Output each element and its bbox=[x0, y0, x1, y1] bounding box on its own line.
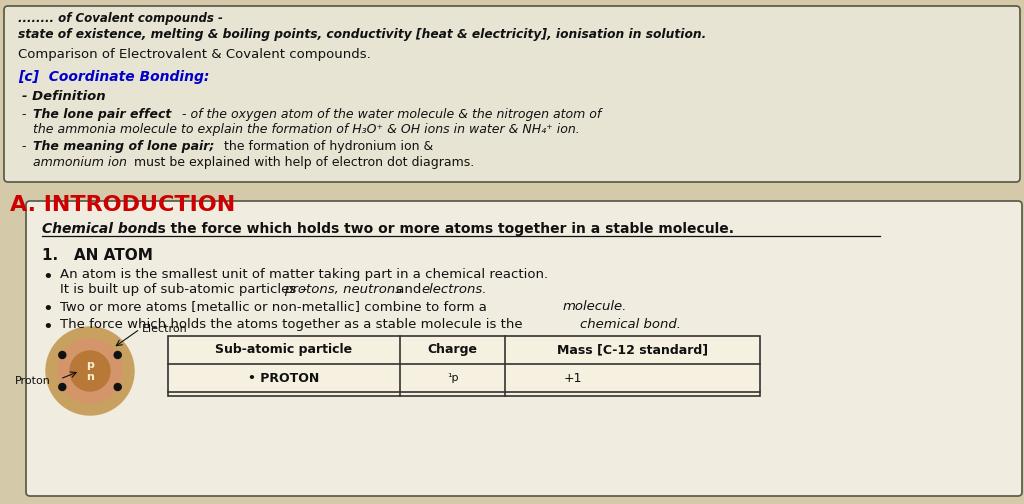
Text: ........ of Covalent compounds -: ........ of Covalent compounds - bbox=[18, 12, 223, 25]
Text: Sub-atomic particle: Sub-atomic particle bbox=[215, 344, 352, 356]
Text: +1: +1 bbox=[563, 371, 582, 385]
Circle shape bbox=[58, 351, 66, 358]
Text: Two or more atoms [metallic or non-metallic] combine to form a: Two or more atoms [metallic or non-metal… bbox=[60, 300, 492, 313]
Text: and: and bbox=[392, 283, 426, 296]
Text: is the force which holds two or more atoms together in a stable molecule.: is the force which holds two or more ato… bbox=[148, 222, 734, 236]
Text: •: • bbox=[42, 268, 53, 286]
Text: An atom is the smallest unit of matter taking part in a chemical reaction.: An atom is the smallest unit of matter t… bbox=[60, 268, 548, 281]
Text: [c]  Coordinate Bonding:: [c] Coordinate Bonding: bbox=[18, 70, 209, 84]
Text: •: • bbox=[42, 318, 53, 336]
Circle shape bbox=[115, 351, 121, 358]
Text: state of existence, melting & boiling points, conductivity [heat & electricity],: state of existence, melting & boiling po… bbox=[18, 28, 707, 41]
Text: Electron: Electron bbox=[142, 324, 187, 334]
Circle shape bbox=[46, 327, 134, 415]
Text: Mass [C-12 standard]: Mass [C-12 standard] bbox=[557, 344, 708, 356]
Text: 1.   AN ATOM: 1. AN ATOM bbox=[42, 248, 153, 263]
Text: • PROTON: • PROTON bbox=[249, 371, 319, 385]
Text: Chemical bond: Chemical bond bbox=[42, 222, 157, 236]
Text: The meaning of lone pair;: The meaning of lone pair; bbox=[33, 140, 214, 153]
Text: the ammonia molecule to explain the formation of H₃O⁺ & OH ions in water & NH₄⁺ : the ammonia molecule to explain the form… bbox=[33, 123, 580, 136]
Text: The lone pair effect: The lone pair effect bbox=[33, 108, 171, 121]
Text: Comparison of Electrovalent & Covalent compounds.: Comparison of Electrovalent & Covalent c… bbox=[18, 48, 371, 61]
Text: p
n: p n bbox=[86, 360, 94, 382]
Text: A. INTRODUCTION: A. INTRODUCTION bbox=[10, 195, 236, 215]
Circle shape bbox=[58, 384, 66, 391]
Text: chemical bond.: chemical bond. bbox=[580, 318, 681, 331]
Text: - of the oxygen atom of the water molecule & the nitrogen atom of: - of the oxygen atom of the water molecu… bbox=[178, 108, 601, 121]
Text: Proton: Proton bbox=[15, 376, 51, 386]
Text: electrons.: electrons. bbox=[421, 283, 486, 296]
Text: It is built up of sub-atomic particles –: It is built up of sub-atomic particles – bbox=[60, 283, 311, 296]
Circle shape bbox=[70, 351, 110, 391]
Circle shape bbox=[115, 384, 121, 391]
Text: molecule.: molecule. bbox=[563, 300, 628, 313]
Text: protons, neutrons: protons, neutrons bbox=[284, 283, 402, 296]
Text: the formation of hydronium ion &: the formation of hydronium ion & bbox=[220, 140, 433, 153]
Text: The force which holds the atoms together as a stable molecule is the: The force which holds the atoms together… bbox=[60, 318, 527, 331]
Text: ammonium ion: ammonium ion bbox=[33, 156, 127, 169]
Circle shape bbox=[58, 339, 122, 403]
Text: - Definition: - Definition bbox=[22, 90, 105, 103]
Text: -: - bbox=[22, 140, 31, 153]
Text: must be explained with help of electron dot diagrams.: must be explained with help of electron … bbox=[130, 156, 474, 169]
Text: ¹p: ¹p bbox=[446, 373, 459, 383]
Text: -: - bbox=[22, 108, 31, 121]
Bar bbox=[168, 336, 760, 396]
FancyBboxPatch shape bbox=[26, 201, 1022, 496]
Text: Charge: Charge bbox=[427, 344, 477, 356]
Text: •: • bbox=[42, 300, 53, 318]
FancyBboxPatch shape bbox=[4, 6, 1020, 182]
